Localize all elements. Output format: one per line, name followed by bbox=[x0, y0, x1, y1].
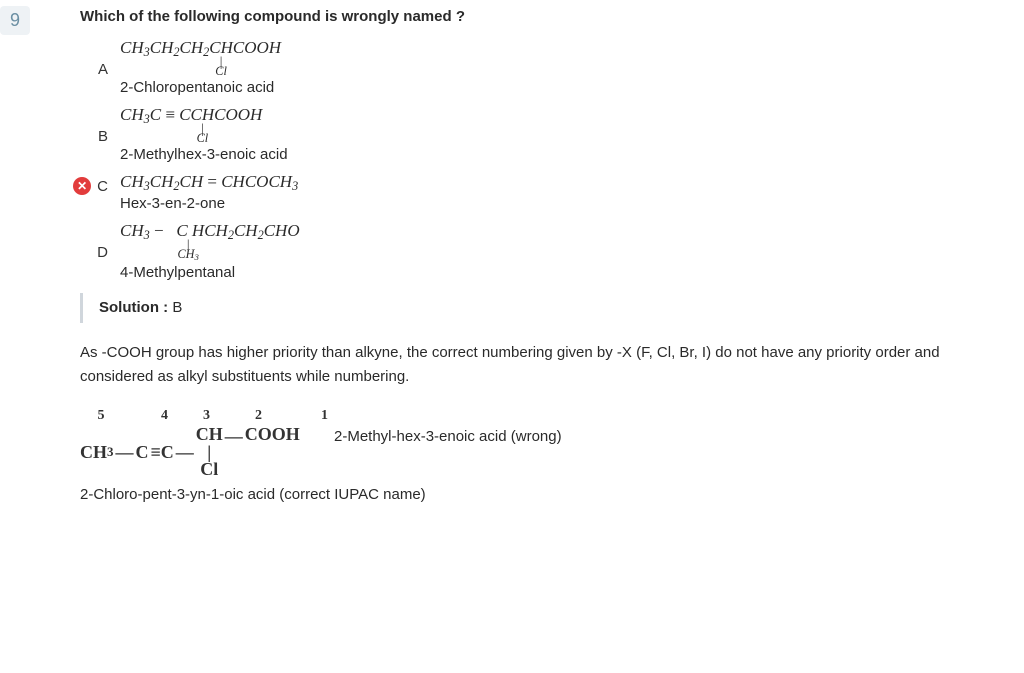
structure-diagram: 5 4 3 2 1 CH3 — C ≡ C — CH | Cl bbox=[80, 408, 1000, 480]
question-number: 9 bbox=[0, 6, 30, 35]
option-letter: D bbox=[97, 244, 108, 261]
option-marker: ✕ C bbox=[80, 173, 120, 195]
structure-atoms: CH3 — C ≡ C — CH | Cl — COOH bbox=[80, 424, 300, 480]
option-name: 2-Methylhex-3-enoic acid bbox=[120, 146, 1000, 163]
solution-explanation: As -COOH group has higher priority than … bbox=[80, 341, 1000, 388]
option-marker: B bbox=[80, 106, 120, 145]
option-c[interactable]: ✕ C CH3CH2CH = CHCOCH3 Hex-3-en-2-one bbox=[80, 173, 1000, 212]
option-name: 2-Chloropentanoic acid bbox=[120, 79, 1000, 96]
option-d[interactable]: D CH3 − C H|CH3CH2CH2CHO 4-Methylpentana… bbox=[80, 222, 1000, 281]
structure-numbers: 5 4 3 2 1 bbox=[80, 408, 328, 424]
option-b[interactable]: B CH3C ≡ CCH|ClCOOH 2-Methylhex-3-enoic … bbox=[80, 106, 1000, 163]
option-body: CH3CH2CH2CH|ClCOOH 2-Chloropentanoic aci… bbox=[120, 39, 1000, 96]
solution-block: Solution : B bbox=[80, 293, 1000, 323]
page: 9 Which of the following compound is wro… bbox=[0, 0, 1024, 503]
question-number-column: 9 bbox=[0, 0, 56, 503]
options-list: A CH3CH2CH2CH|ClCOOH 2-Chloropentanoic a… bbox=[80, 39, 1000, 281]
correct-name-label: 2-Chloro-pent-3-yn-1-oic acid (correct I… bbox=[80, 486, 1000, 503]
option-marker: D bbox=[80, 222, 120, 261]
wrong-icon: ✕ bbox=[73, 177, 91, 195]
option-body: CH3C ≡ CCH|ClCOOH 2-Methylhex-3-enoic ac… bbox=[120, 106, 1000, 163]
solution-label: Solution : B bbox=[99, 299, 182, 316]
structure-sub: Cl bbox=[200, 459, 218, 480]
wrong-name-label: 2-Methyl-hex-3-enoic acid (wrong) bbox=[334, 408, 562, 445]
option-a[interactable]: A CH3CH2CH2CH|ClCOOH 2-Chloropentanoic a… bbox=[80, 39, 1000, 96]
option-letter: A bbox=[98, 61, 108, 78]
content-column: Which of the following compound is wrong… bbox=[56, 0, 1024, 503]
option-formula: CH3C ≡ CCH|ClCOOH bbox=[120, 106, 1000, 144]
option-name: 4-Methylpentanal bbox=[120, 264, 1000, 281]
option-formula: CH3 − C H|CH3CH2CH2CHO bbox=[120, 222, 1000, 262]
option-marker: A bbox=[80, 39, 120, 78]
option-body: CH3 − C H|CH3CH2CH2CHO 4-Methylpentanal bbox=[120, 222, 1000, 281]
option-formula: CH3CH2CH = CHCOCH3 bbox=[120, 173, 1000, 193]
option-name: Hex-3-en-2-one bbox=[120, 195, 1000, 212]
question-text: Which of the following compound is wrong… bbox=[80, 8, 1000, 25]
option-letter: C bbox=[97, 178, 108, 195]
option-letter: B bbox=[98, 128, 108, 145]
option-formula: CH3CH2CH2CH|ClCOOH bbox=[120, 39, 1000, 77]
sub-ch3: CH3 bbox=[177, 249, 198, 262]
option-body: CH3CH2CH = CHCOCH3 Hex-3-en-2-one bbox=[120, 173, 1000, 212]
